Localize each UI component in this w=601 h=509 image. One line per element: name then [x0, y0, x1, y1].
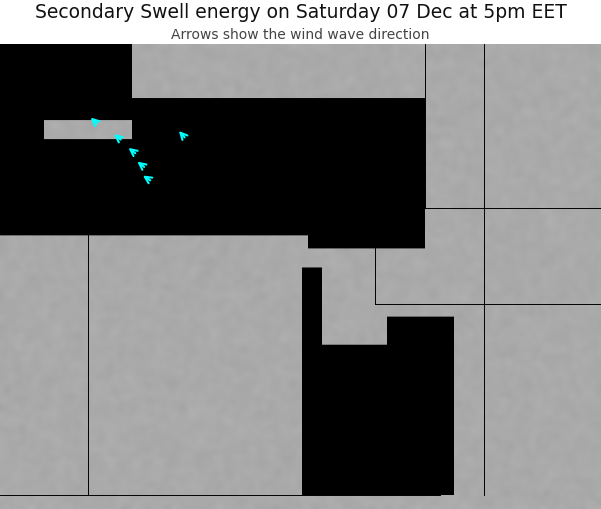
Text: Secondary Swell energy on Saturday 07 Dec at 5pm EET: Secondary Swell energy on Saturday 07 De…: [35, 3, 566, 22]
Text: Arrows show the wind wave direction: Arrows show the wind wave direction: [171, 28, 430, 42]
